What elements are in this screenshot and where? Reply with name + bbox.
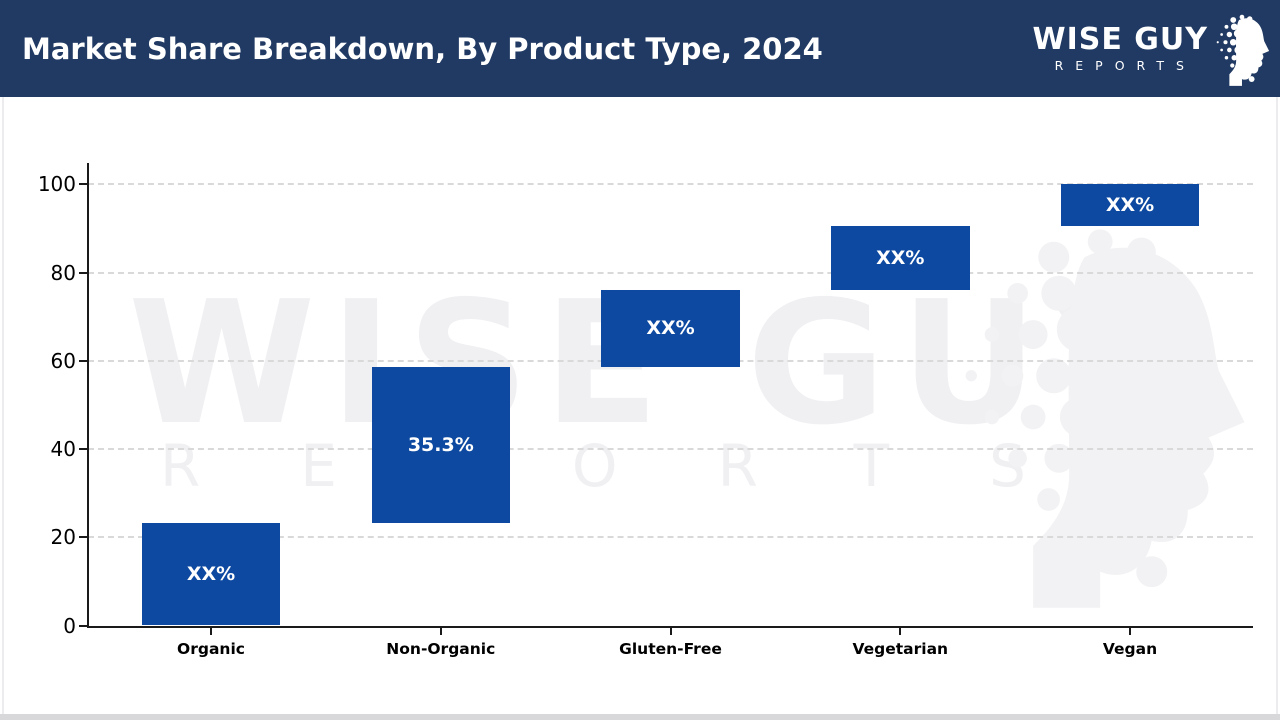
watermark-wordmark-sub: REPORTS [160,432,1126,500]
wise-guy-logo: WISE GUY REPORTS [1032,6,1272,92]
logo-wordmark: WISE GUY REPORTS [1032,21,1208,73]
watermark-left-edge [2,97,4,714]
page-title: Market Share Breakdown, By Product Type,… [22,31,823,66]
watermark-right-edge [1276,97,1278,714]
head-dots-icon [1216,14,1270,86]
x-axis-line [87,625,1253,628]
bar-segment-vegan: XX% [1060,184,1200,227]
bar-segment-vegetarian: XX% [831,226,970,290]
gridline-20 [88,536,1253,539]
y-tick-mark [79,359,88,362]
bar-value-label: XX% [186,563,236,586]
x-tick-mark [899,627,902,635]
x-category-label: Gluten-Free [619,640,722,658]
bar-segment-organic: XX% [141,522,281,626]
header-bar: Market Share Breakdown, By Product Type,… [0,0,1280,97]
y-tick-label: 60 [50,348,76,373]
y-tick-label: 40 [50,437,76,462]
chart-canvas: WISE GUY REPORTS 0 20 40 60 80 100 XX% Organic 3… [0,97,1280,714]
y-tick-mark [79,448,88,451]
y-tick-mark [79,536,88,539]
gridline-100 [88,183,1253,186]
bar-value-label: 35.3% [407,433,474,456]
y-tick-label: 80 [50,260,76,285]
y-axis-line [87,163,89,628]
y-tick-mark [79,624,88,627]
x-category-label: Vegetarian [852,640,949,658]
x-category-label: Organic [177,640,245,658]
x-tick-mark [669,627,672,635]
x-tick-mark [439,627,442,635]
y-tick-mark [79,271,88,274]
gridline-80 [88,271,1253,274]
bar-value-label: XX% [1105,194,1155,217]
gridline-40 [88,448,1253,451]
watermark-head-icon [965,229,1245,608]
logo-wordmark-sub: REPORTS [1054,57,1196,73]
bar-value-label: XX% [646,317,695,340]
y-tick-mark [79,183,88,186]
x-tick-mark [210,627,212,635]
y-tick-label: 0 [63,613,76,638]
x-tick-mark [1129,627,1131,635]
logo-wordmark-main: WISE GUY [1032,21,1208,57]
bar-value-label: XX% [876,246,925,269]
x-category-label: Vegan [1102,640,1158,658]
y-tick-label: 20 [50,525,76,550]
bar-segment-gluten-free: XX% [601,289,740,367]
bar-segment-non-organic: 35.3% [371,366,511,523]
y-tick-label: 100 [37,172,76,197]
footer-strip [0,714,1280,720]
x-category-label: Non-Organic [386,640,496,658]
